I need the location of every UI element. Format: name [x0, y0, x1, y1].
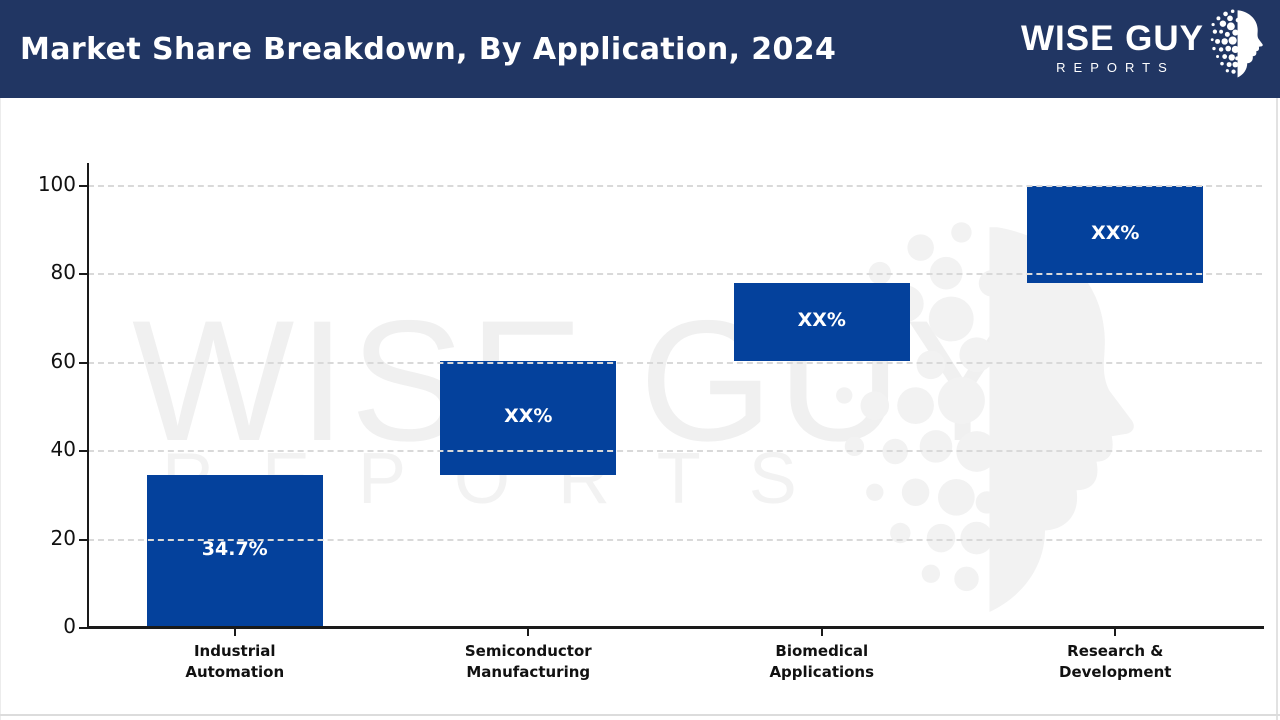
y-tick-label: 60: [50, 348, 76, 373]
header-bar: Market Share Breakdown, By Application, …: [0, 0, 1280, 98]
bar-semiconductor-manufacturing: [440, 360, 617, 475]
logo-brand-subtext: REPORTS: [1056, 60, 1175, 75]
gridline: [88, 185, 1262, 187]
y-axis-line: [87, 163, 89, 629]
y-tick-mark: [79, 361, 88, 364]
bar-research-development: [1027, 186, 1204, 284]
x-tick-mark: [527, 629, 530, 636]
y-tick-mark: [79, 538, 88, 541]
logo-brand-name: WISE GUY: [1020, 19, 1204, 58]
bar-value-label-biomedical-applications: XX%: [797, 308, 846, 331]
x-tick-mark: [820, 629, 823, 636]
category-label-industrial-automation: Industrial Automation: [185, 642, 285, 681]
y-tick-mark: [79, 273, 88, 276]
bar-value-label-industrial-automation: 34.7%: [201, 538, 268, 561]
y-tick-label: 100: [37, 172, 76, 196]
category-label-semiconductor-manufacturing: Semiconductor Manufacturing: [464, 642, 592, 681]
brand-logo: WISE GUY REPORTS: [1021, 6, 1270, 84]
x-tick-mark: [233, 629, 236, 636]
category-label-biomedical-applications: Biomedical Applications: [769, 642, 875, 681]
gridline: [88, 273, 1262, 276]
bar-value-label-research-development: XX%: [1091, 221, 1140, 244]
bar-biomedical-applications: [733, 283, 910, 361]
gridline: [88, 538, 1262, 541]
frame-left-edge: [0, 98, 1, 720]
frame-bottom-edge: [0, 714, 1280, 716]
gridline: [88, 450, 1262, 453]
y-tick-label: 80: [50, 260, 76, 285]
x-tick-mark: [1114, 629, 1117, 636]
page-title: Market Share Breakdown, By Application, …: [20, 31, 837, 67]
bar-industrial-automation: [146, 474, 323, 628]
category-label-research-development: Research & Development: [1059, 642, 1172, 681]
y-tick-label: 20: [50, 525, 76, 550]
bar-value-label-semiconductor-manufacturing: XX%: [504, 404, 553, 427]
y-tick-mark: [79, 450, 88, 453]
y-tick-mark: [79, 185, 88, 187]
y-tick-label: 40: [50, 437, 76, 462]
y-tick-mark: [79, 627, 88, 629]
frame-right-edge: [1276, 98, 1278, 720]
gridline: [88, 361, 1262, 364]
y-tick-label: 0: [63, 614, 76, 638]
x-axis-line: [87, 626, 1264, 629]
logo-wordmark: WISE GUY REPORTS: [1020, 19, 1204, 76]
